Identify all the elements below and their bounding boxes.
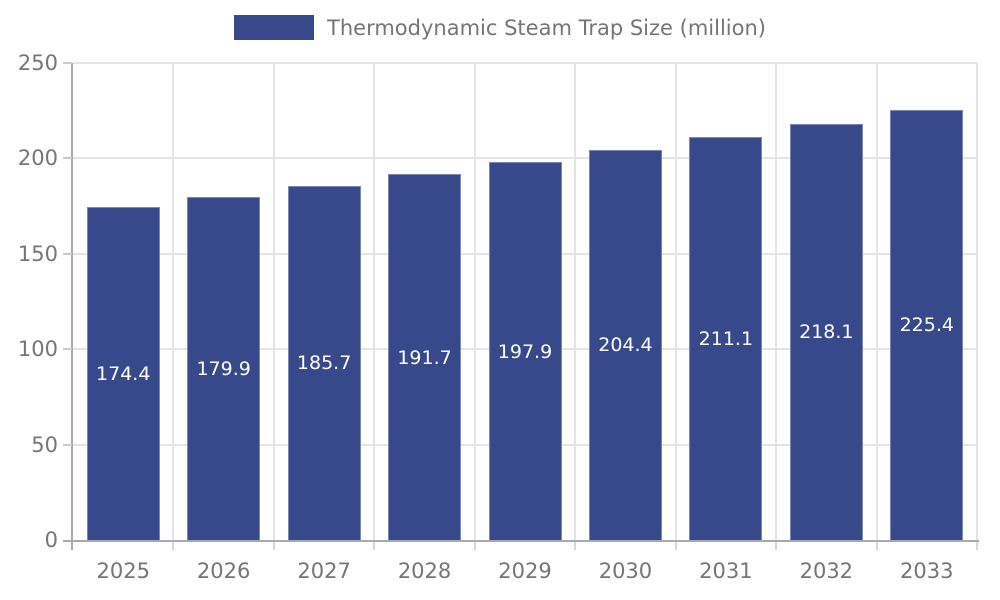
y-axis-line: [71, 63, 73, 550]
x-tick-mark: [172, 542, 175, 550]
gridline-vertical: [674, 63, 677, 540]
bar: 225.4: [890, 109, 964, 540]
y-tick-mark: [63, 443, 72, 446]
gridline-vertical: [272, 63, 275, 540]
plot-area: 0 50 100 150 200 250 174.4 2025 179.9 2026 185.7 20…: [18, 51, 979, 583]
x-tick-label: 2031: [699, 559, 753, 583]
x-tick-label: 2030: [598, 559, 653, 583]
bar-value-label: 185.7: [296, 352, 352, 375]
y-tick-label: 250: [17, 51, 58, 75]
legend-label: Thermodynamic Steam Trap Size (million): [327, 15, 766, 40]
gridline-vertical: [574, 63, 577, 540]
x-tick-label: 2026: [196, 559, 251, 583]
bar-value-label: 218.1: [799, 321, 854, 344]
bar-value-label: 225.4: [899, 314, 954, 337]
x-tick-label: 2027: [297, 559, 351, 583]
bar: 174.4: [86, 207, 160, 540]
gridline-vertical: [473, 63, 476, 540]
bar: 197.9: [488, 162, 562, 540]
x-tick-label: 2032: [799, 559, 854, 583]
x-tick-mark: [775, 542, 778, 550]
y-tick-label: 200: [17, 146, 58, 171]
x-tick-mark: [272, 542, 275, 550]
gridline-vertical: [775, 63, 778, 540]
gridline-vertical: [373, 63, 376, 540]
gridline-horizontal: [73, 62, 977, 64]
y-tick-mark: [63, 62, 72, 64]
gridline-horizontal: [73, 157, 977, 160]
bar-value-label: 174.4: [96, 363, 151, 386]
x-tick-mark: [373, 542, 376, 550]
x-tick-label: 2028: [397, 559, 452, 583]
x-tick-mark: [875, 542, 878, 550]
bar-value-label: 179.9: [196, 357, 251, 380]
bar-value-label: 197.9: [497, 340, 553, 363]
x-tick-mark: [976, 542, 978, 550]
x-tick-label: 2029: [498, 559, 552, 583]
bar: 211.1: [689, 137, 763, 540]
bar-value-label: 211.1: [698, 328, 754, 351]
y-tick-mark: [63, 348, 72, 351]
y-tick-label: 100: [17, 337, 58, 362]
bar: 191.7: [388, 174, 462, 540]
chart-legend: Thermodynamic Steam Trap Size (million): [0, 15, 1000, 40]
legend-swatch: [234, 15, 315, 40]
bar: 185.7: [287, 185, 361, 540]
bar: 179.9: [187, 196, 261, 540]
x-tick-mark: [574, 542, 577, 550]
x-axis-line: [63, 540, 979, 542]
bar-value-label: 191.7: [397, 346, 452, 369]
bar: 218.1: [789, 123, 863, 540]
x-tick-mark: [473, 542, 476, 550]
bar-value-label: 204.4: [598, 334, 653, 357]
y-tick-mark: [63, 252, 72, 255]
gridline-vertical: [976, 63, 978, 540]
y-tick-label: 50: [31, 432, 58, 457]
x-tick-mark: [674, 542, 677, 550]
bar: 204.4: [588, 150, 662, 540]
x-tick-label: 2025: [96, 559, 150, 583]
x-tick-label: 2033: [900, 559, 954, 583]
gridline-vertical: [875, 63, 878, 540]
gridline-vertical: [172, 63, 175, 540]
y-tick-label: 0: [44, 528, 58, 552]
y-tick-label: 150: [17, 241, 58, 266]
y-tick-mark: [63, 157, 72, 160]
